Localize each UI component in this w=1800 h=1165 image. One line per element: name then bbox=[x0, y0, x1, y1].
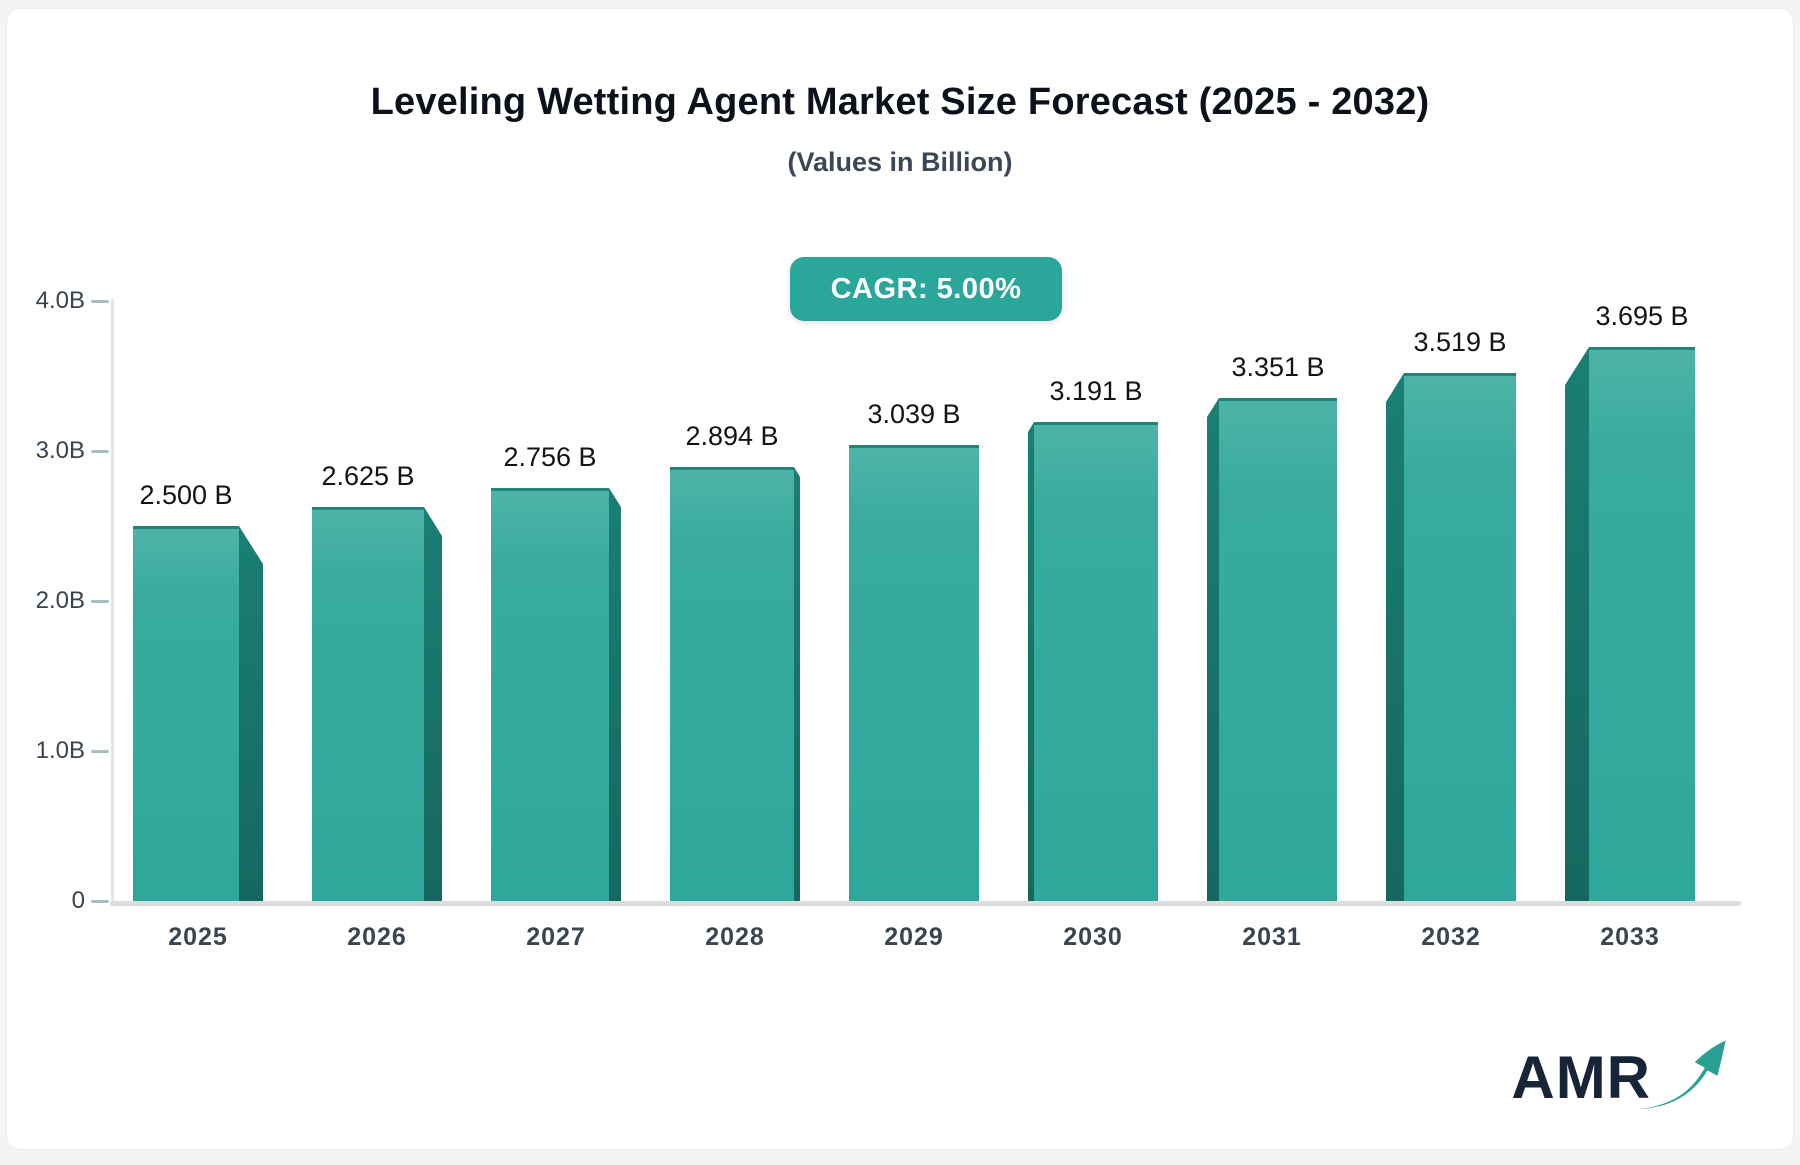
y-axis-tick bbox=[91, 900, 109, 903]
chart-title: Leveling Wetting Agent Market Size Forec… bbox=[370, 81, 1430, 123]
bar-value-label: 3.519 B bbox=[1413, 327, 1507, 357]
bar-value-label: 2.894 B bbox=[685, 421, 779, 451]
y-axis-tick bbox=[91, 300, 109, 303]
x-axis-label: 2032 bbox=[1421, 923, 1481, 951]
bar-value-label: 3.695 B bbox=[1595, 301, 1689, 331]
chart-card: Leveling Wetting Agent Market Size Forec… bbox=[6, 8, 1794, 1150]
y-axis-line bbox=[111, 299, 114, 904]
amr-logo: AMR bbox=[1511, 1040, 1729, 1113]
bar-2029 bbox=[849, 445, 979, 901]
bar-side-2027 bbox=[609, 488, 621, 901]
bar-value-label: 3.191 B bbox=[1049, 376, 1143, 406]
cagr-badge-label: CAGR: 5.00% bbox=[830, 272, 1022, 305]
x-axis-label: 2028 bbox=[705, 923, 765, 951]
bar-value-label: 2.500 B bbox=[139, 480, 233, 510]
y-axis-tick bbox=[91, 750, 109, 753]
y-axis-tick-label: 1.0B bbox=[35, 737, 85, 764]
bar-2026 bbox=[312, 507, 424, 901]
y-axis-tick-label: 0 bbox=[71, 887, 85, 914]
bar-2030 bbox=[1034, 422, 1158, 901]
bar-2028 bbox=[670, 467, 794, 901]
bar-2032 bbox=[1404, 373, 1516, 901]
bar-side-2026 bbox=[424, 507, 442, 901]
x-axis-label: 2033 bbox=[1600, 923, 1660, 951]
bar-2027 bbox=[491, 488, 609, 901]
amr-logo-text: AMR bbox=[1511, 1043, 1651, 1111]
x-axis-baseline bbox=[110, 901, 1741, 906]
x-axis-label: 2031 bbox=[1242, 923, 1302, 951]
y-axis-tick-label: 2.0B bbox=[35, 587, 85, 614]
bar-side-2030 bbox=[1028, 422, 1034, 901]
bar-value-label: 3.351 B bbox=[1231, 352, 1325, 382]
y-axis-tick bbox=[91, 600, 109, 603]
chart-subtitle: (Values in Billion) bbox=[787, 147, 1013, 177]
x-axis-label: 2027 bbox=[526, 923, 586, 951]
x-axis-label: 2029 bbox=[884, 923, 944, 951]
bar-side-2025 bbox=[239, 526, 263, 901]
x-axis-label: 2030 bbox=[1063, 923, 1123, 951]
y-axis-tick bbox=[91, 450, 109, 453]
cagr-badge: CAGR: 5.00% bbox=[790, 257, 1062, 321]
bar-side-2028 bbox=[794, 467, 800, 901]
bar-2031 bbox=[1219, 398, 1337, 901]
x-axis-label: 2025 bbox=[168, 923, 228, 951]
growth-arrow-icon bbox=[1637, 1040, 1726, 1110]
bar-side-2031 bbox=[1207, 398, 1219, 901]
bar-chart: 4.0B 3.0B 2.0B 1.0B 0 2.500 B 2025 2.625 B 2026 2… bbox=[7, 9, 1800, 1165]
x-axis-label: 2026 bbox=[347, 923, 407, 951]
bar-side-2033 bbox=[1565, 347, 1589, 901]
bar-2033 bbox=[1589, 347, 1695, 901]
bar-value-label: 3.039 B bbox=[867, 399, 961, 429]
y-axis-tick-label: 3.0B bbox=[35, 437, 85, 464]
bar-value-label: 2.756 B bbox=[503, 442, 597, 472]
y-axis-tick-label: 4.0B bbox=[35, 287, 85, 314]
bar-value-label: 2.625 B bbox=[321, 461, 415, 491]
bar-2025 bbox=[133, 526, 239, 901]
bar-side-2032 bbox=[1386, 373, 1404, 901]
